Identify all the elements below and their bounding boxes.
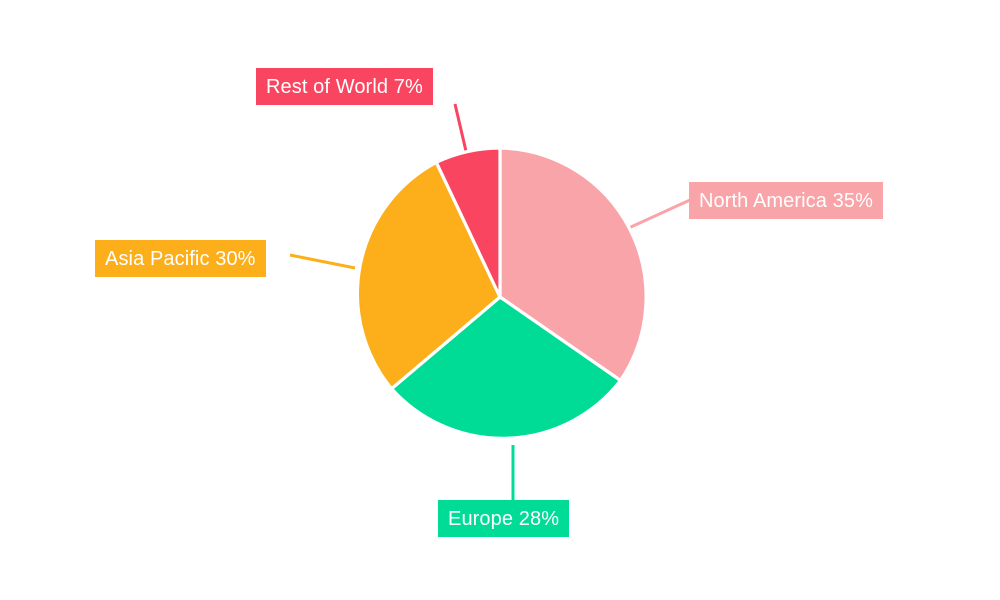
pie-slice-asia-pacific[interactable] [355, 160, 502, 391]
pie-label-asia-pacific[interactable]: Asia Pacific 30% [95, 240, 266, 277]
pie-label-north-america[interactable]: North America 35% [689, 182, 883, 219]
pie-label-rest-of-world-text: Rest of World 7% [266, 75, 423, 98]
pie-slice-rest-of-world[interactable] [434, 146, 502, 299]
pie-slice-north-america[interactable] [498, 146, 648, 383]
pie-label-europe-text: Europe 28% [448, 507, 560, 530]
pie-slice-europe[interactable] [390, 295, 623, 440]
leader-line-asia-pacific [289, 253, 356, 270]
leader-line-north-america [619, 198, 691, 234]
pie-label-north-america-text: North America 35% [699, 189, 873, 212]
pie-label-asia-pacific-text: Asia Pacific 30% [105, 247, 256, 270]
pie-label-rest-of-world[interactable]: Rest of World 7% [256, 68, 433, 105]
pie-label-europe[interactable]: Europe 28% [438, 500, 570, 537]
